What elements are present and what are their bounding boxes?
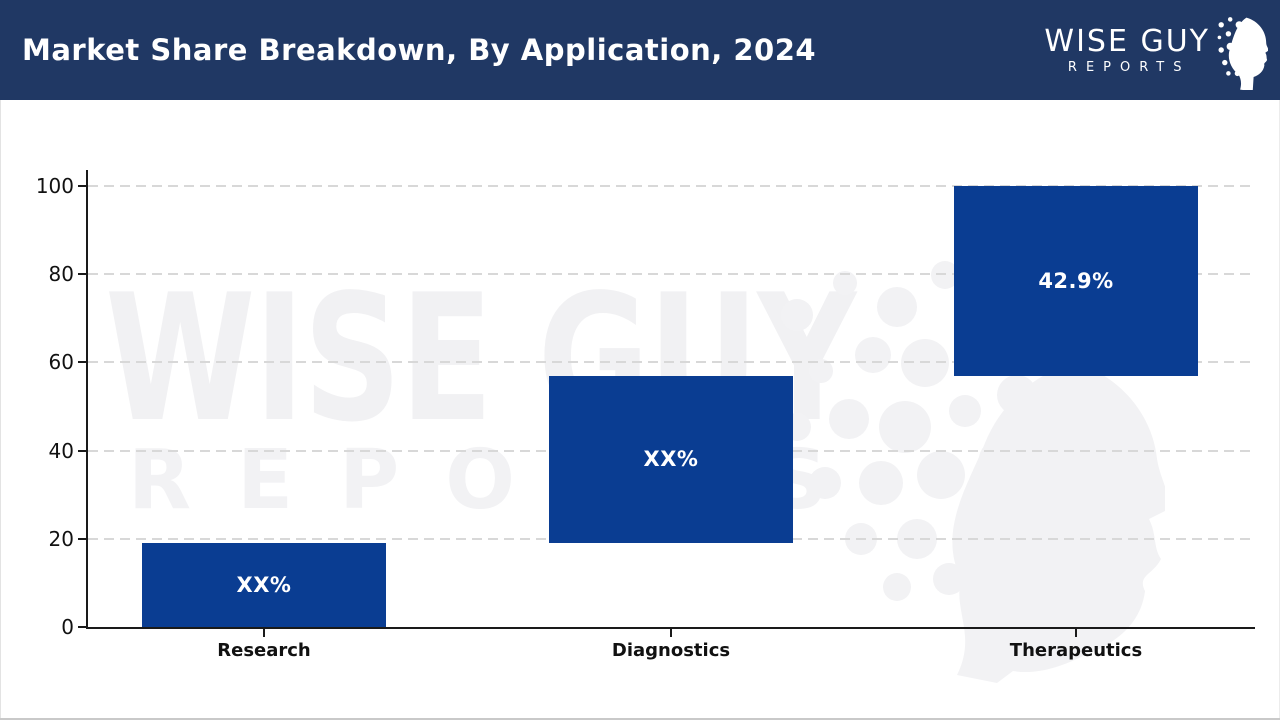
- brand-subname: REPORTS: [1067, 59, 1191, 75]
- bar-research[interactable]: XX%: [142, 543, 386, 627]
- page-title: Market Share Breakdown, By Application, …: [22, 33, 817, 67]
- y-tick-label-20: 20: [48, 526, 74, 551]
- y-tick-label-100: 100: [35, 174, 74, 198]
- y-tick-100: [78, 185, 86, 187]
- y-tick-0: [78, 626, 86, 628]
- y-tick-label-60: 60: [48, 350, 74, 375]
- x-tick-diagnostics: [670, 629, 672, 637]
- y-tick-20: [78, 537, 86, 540]
- y-tick-60: [78, 361, 86, 364]
- y-tick-label-40: 40: [48, 438, 74, 463]
- gridline-y-100: [88, 185, 1255, 187]
- x-tick-label-research: Research: [217, 640, 311, 661]
- y-tick-label-0: 0: [61, 615, 74, 639]
- header-bar: Market Share Breakdown, By Application, …: [0, 0, 1280, 100]
- brand-name: WISE GUY: [1044, 23, 1210, 59]
- bar-value-label-diagnostics: XX%: [643, 447, 699, 472]
- y-axis-line: [86, 170, 88, 629]
- bar-diagnostics[interactable]: XX%: [549, 375, 793, 544]
- x-tick-research: [263, 629, 265, 637]
- y-tick-40: [78, 449, 86, 452]
- brand-logo: WISE GUY REPORTS: [1044, 0, 1268, 100]
- bar-value-label-research: XX%: [236, 573, 292, 598]
- x-tick-label-therapeutics: Therapeutics: [1009, 640, 1143, 661]
- x-tick-label-diagnostics: Diagnostics: [611, 640, 731, 661]
- gridline-y-60: [88, 361, 1255, 364]
- brand-face-icon: [1217, 17, 1268, 90]
- y-tick-80: [78, 273, 86, 276]
- y-tick-label-80: 80: [48, 262, 74, 287]
- bar-value-label-therapeutics: 42.9%: [1038, 268, 1114, 293]
- x-tick-therapeutics: [1075, 629, 1077, 637]
- gridline-y-80: [88, 273, 1255, 276]
- brand-logo-text: WISE GUY REPORTS: [1044, 23, 1210, 75]
- bar-therapeutics[interactable]: 42.9%: [954, 186, 1198, 376]
- x-axis-line: [86, 627, 1255, 629]
